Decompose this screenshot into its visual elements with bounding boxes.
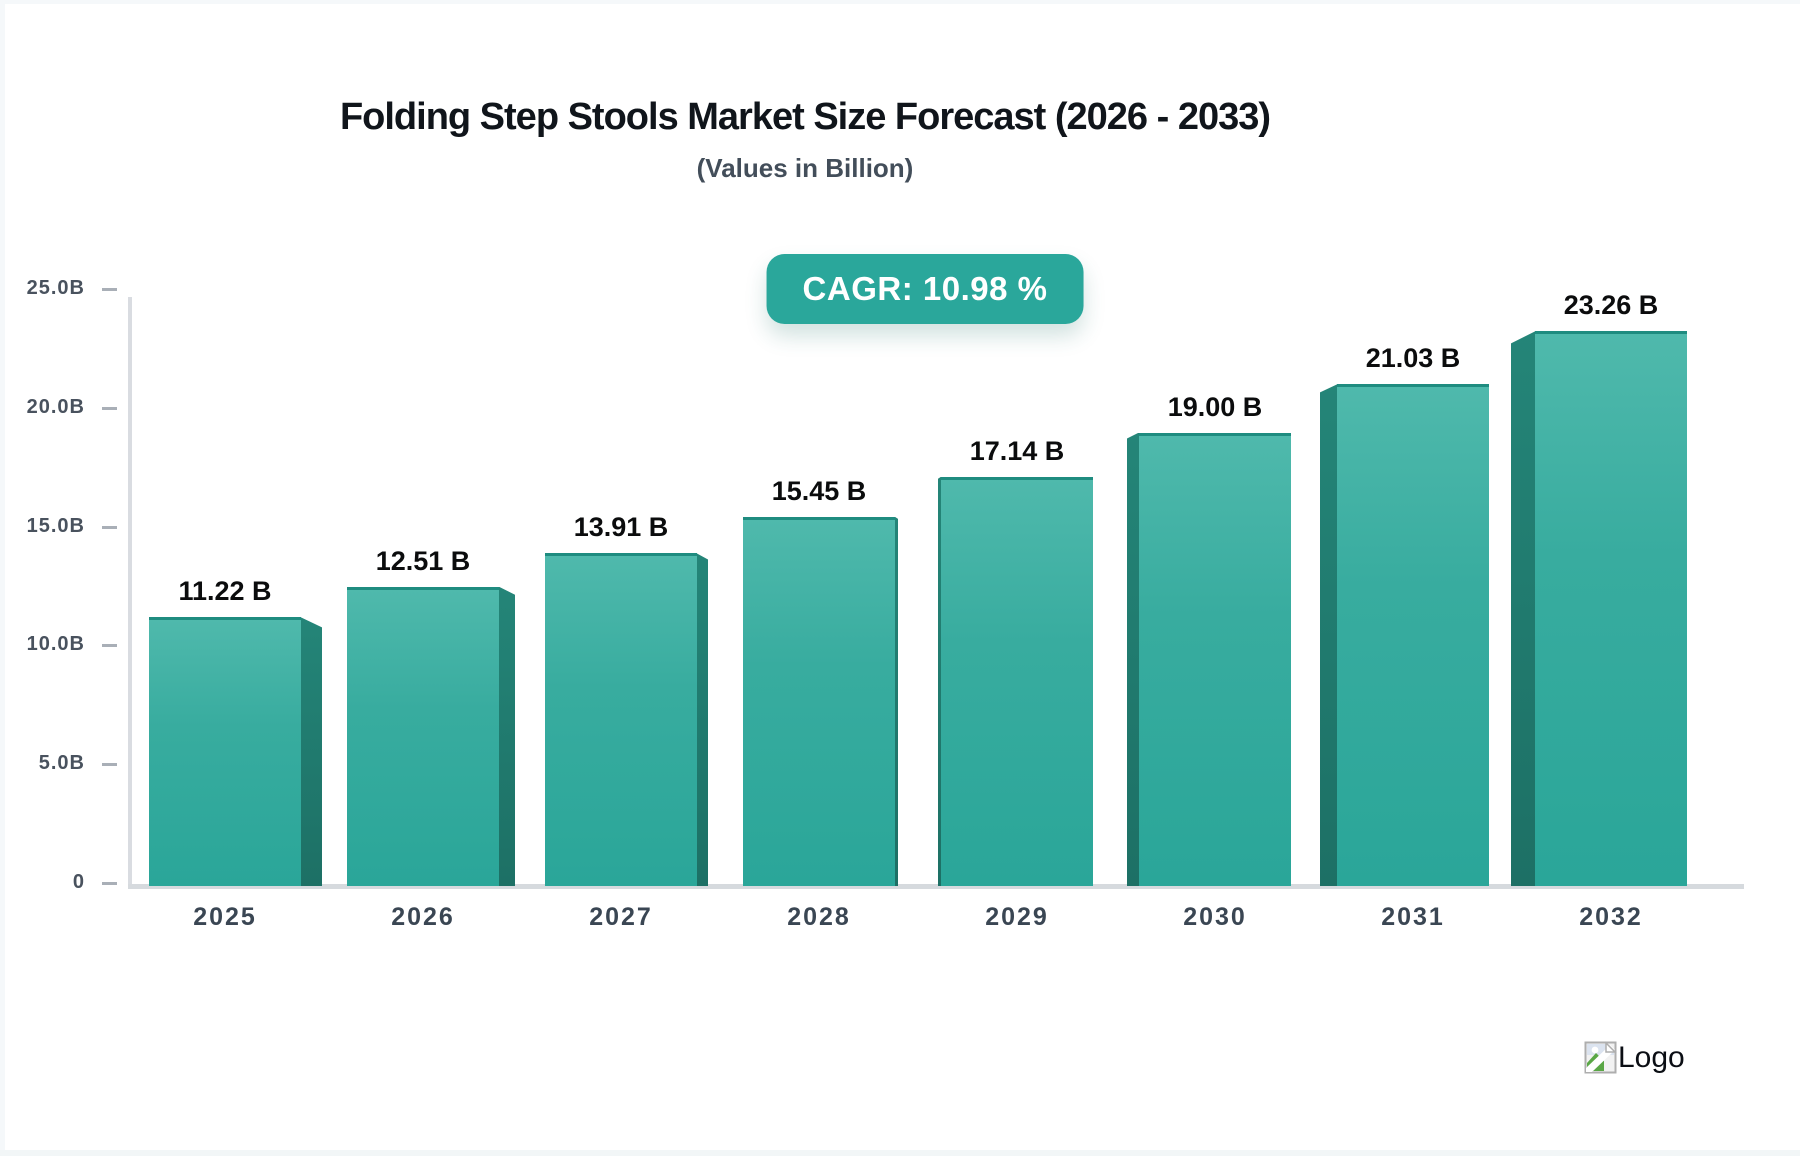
- y-tick-label: 5.0B: [38, 752, 85, 775]
- x-axis-label: 2032: [1579, 903, 1643, 931]
- bar-value-label: 19.00 B: [1167, 391, 1263, 422]
- bar-3d-side: [499, 586, 515, 886]
- x-axis-label: 2030: [1183, 903, 1247, 931]
- bar: [347, 586, 499, 886]
- bar-value-label: 11.22 B: [178, 576, 272, 607]
- bar-3d-side: [938, 476, 941, 886]
- y-tick-label: 15.0B: [26, 514, 85, 537]
- page-border-top: [0, 0, 1800, 4]
- y-tick-label: 10.0B: [26, 633, 85, 656]
- x-axis-label: 2031: [1381, 903, 1445, 931]
- bar-value-label: 17.14 B: [969, 435, 1065, 466]
- y-tick-dash: [102, 882, 117, 885]
- bar: [941, 476, 1093, 886]
- bar-value-label: 21.03 B: [1365, 343, 1461, 374]
- logo-alt-text: Logo: [1618, 1041, 1685, 1074]
- bar-3d-side: [301, 617, 322, 886]
- bar-value-label: 15.45 B: [771, 475, 867, 506]
- bar-3d-side: [1511, 331, 1535, 886]
- y-tick-dash: [102, 525, 117, 529]
- bar: [1337, 384, 1489, 886]
- bar-3d-side: [895, 516, 898, 886]
- y-tick-dash: [102, 763, 117, 767]
- bar-value-label: 13.91 B: [573, 512, 669, 543]
- chart-title: Folding Step Stools Market Size Forecast…: [339, 96, 1271, 138]
- x-axis-label: 2025: [193, 903, 257, 931]
- y-axis-line: [128, 297, 132, 886]
- y-tick-dash: [102, 644, 117, 648]
- bar-3d-side: [1127, 432, 1139, 886]
- x-axis-label: 2029: [985, 903, 1049, 931]
- bar: [545, 553, 697, 886]
- x-axis-line: [128, 884, 1744, 889]
- y-tick-dash: [102, 288, 117, 291]
- bar: [743, 516, 895, 886]
- logo: Logo: [1584, 1041, 1685, 1074]
- bar-value-label: 12.51 B: [375, 545, 471, 576]
- bar-3d-side: [1320, 384, 1337, 886]
- title-block: Folding Step Stools Market Size Forecast…: [0, 96, 1610, 184]
- y-tick-label: 25.0B: [26, 277, 85, 299]
- x-axis-label: 2027: [589, 903, 653, 931]
- x-axis-label: 2028: [787, 903, 851, 931]
- bar-value-label: 23.26 B: [1563, 290, 1659, 321]
- cagr-badge-label: CAGR: 10.98 %: [802, 270, 1048, 307]
- bar: [1535, 331, 1687, 886]
- page-border-left: [0, 0, 5, 1156]
- cagr-badge: CAGR: 10.98 %: [766, 254, 1084, 324]
- y-tick-dash: [102, 406, 117, 410]
- bar: [149, 617, 301, 886]
- y-tick-label: 20.0B: [26, 395, 85, 418]
- page-border-bottom: [0, 1150, 1800, 1156]
- broken-image-icon: [1584, 1041, 1617, 1074]
- bar: [1139, 432, 1291, 886]
- bar-3d-side: [697, 553, 708, 886]
- y-tick-label: 0: [72, 871, 85, 893]
- chart-subtitle: (Values in Billion): [696, 153, 914, 183]
- x-axis-label: 2026: [391, 903, 455, 931]
